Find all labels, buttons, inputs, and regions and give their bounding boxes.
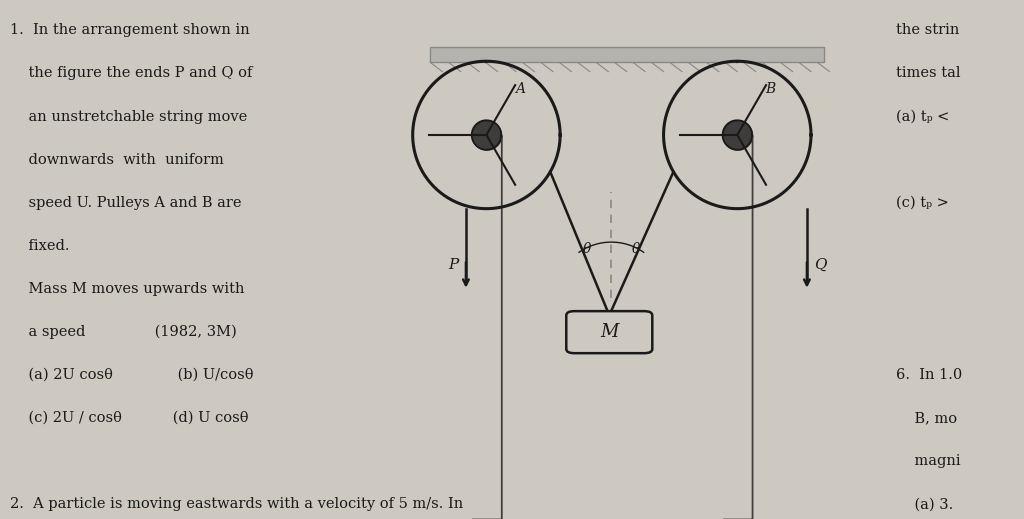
Text: an unstretchable string move: an unstretchable string move [10,110,248,124]
Text: θ: θ [632,242,640,256]
Text: B: B [765,82,775,96]
Text: (a) tₚ <: (a) tₚ < [896,110,949,124]
Text: a speed               (1982, 3M): a speed (1982, 3M) [10,325,237,339]
Text: 2.  A particle is moving eastwards with a velocity of 5 m/s. In: 2. A particle is moving eastwards with a… [10,497,464,511]
Text: times tal: times tal [896,66,961,80]
Text: 1.  In the arrangement shown in: 1. In the arrangement shown in [10,23,250,37]
Text: magni: magni [896,454,961,468]
Text: (a) 3.: (a) 3. [896,497,953,511]
Text: P: P [449,258,459,271]
Text: fixed.: fixed. [10,239,70,253]
Text: 6.  In 1.0: 6. In 1.0 [896,368,963,382]
Bar [430,47,824,62]
Text: A: A [515,82,524,96]
Text: (c) tₚ >: (c) tₚ > [896,196,949,210]
Text: the figure the ends P and Q of: the figure the ends P and Q of [10,66,253,80]
Text: θ: θ [583,242,591,256]
Text: downwards  with  uniform: downwards with uniform [10,153,224,167]
Text: (a) 2U cosθ              (b) U/cosθ: (a) 2U cosθ (b) U/cosθ [10,368,254,382]
Text: B, mo: B, mo [896,411,957,425]
FancyBboxPatch shape [566,311,652,353]
Text: the strin: the strin [896,23,959,37]
Text: (c) 2U / cosθ           (d) U cosθ: (c) 2U / cosθ (d) U cosθ [10,411,249,425]
Text: speed U. Pulleys A and B are: speed U. Pulleys A and B are [10,196,242,210]
Text: Mass M moves upwards with: Mass M moves upwards with [10,282,245,296]
Text: M: M [600,323,618,341]
Text: Q: Q [814,258,826,271]
